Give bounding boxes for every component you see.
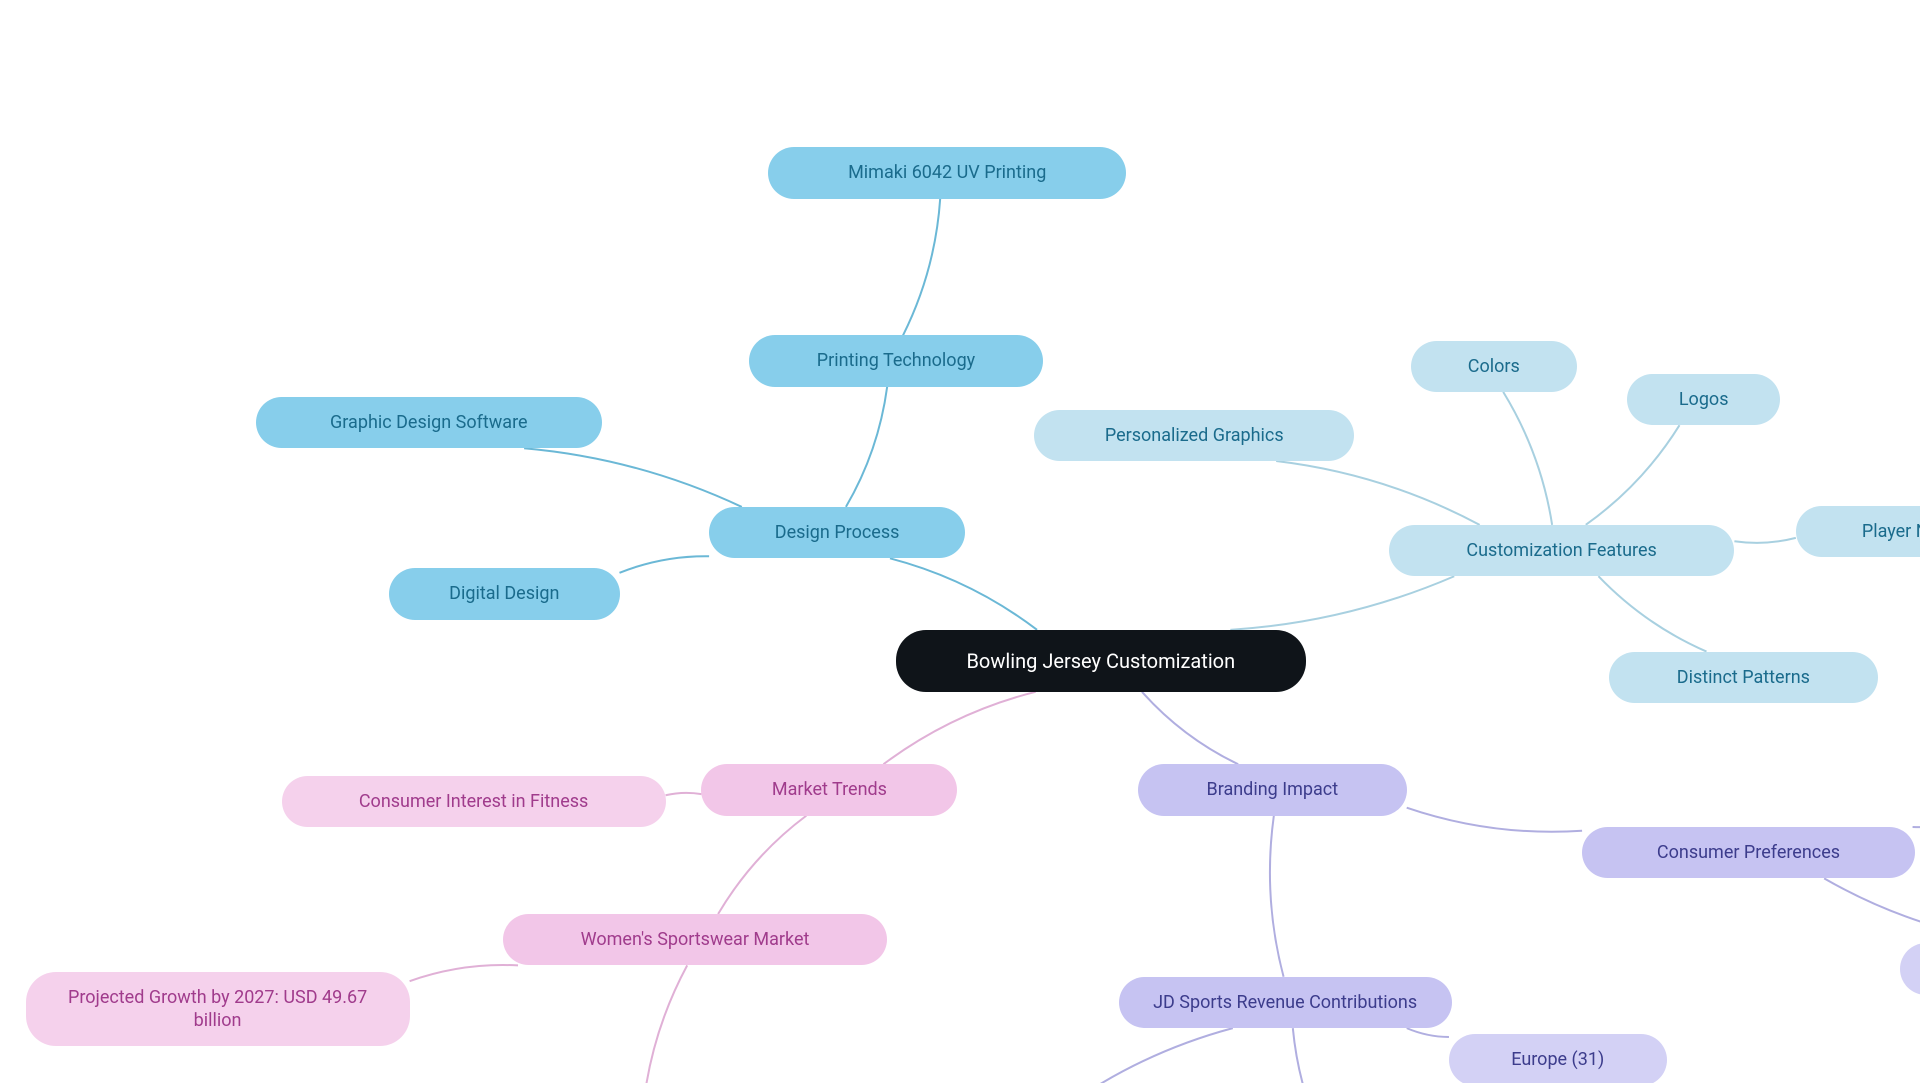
edge-design-dd [620,556,710,573]
edge-cpref-endors [1824,878,1920,943]
node-cpref: Consumer Preferences [1582,827,1915,878]
edge-jdrev-eu [1407,1028,1449,1037]
node-gds: Graphic Design Software [256,397,602,448]
edge-design-print [846,387,887,507]
edge-root-custf [1230,576,1454,630]
edge-mtrend-cif [666,793,702,795]
edge-jdrev-uk [1051,1028,1233,1083]
node-brand: Branding Impact [1138,764,1407,815]
edge-design-gds [524,448,742,507]
edge-print-mimaki [903,199,940,336]
node-colors: Colors [1411,341,1577,392]
node-pnames: Player Names [1796,506,1920,557]
edge-custf-pnames [1734,538,1795,543]
node-jdrev: JD Sports Revenue Contributions [1119,977,1452,1028]
edge-mtrend-wsm [718,816,806,914]
node-root: Bowling Jersey Customization [896,630,1306,692]
node-dpat: Distinct Patterns [1609,652,1878,703]
edge-custf-colors [1503,392,1552,525]
edge-jdrev-na [1293,1028,1331,1083]
edge-wsm-msize [643,965,687,1083]
edge-custf-logos [1586,425,1680,525]
edge-custf-dpat [1598,576,1706,651]
node-proj: Projected Growth by 2027: USD 49.67 bill… [26,972,410,1047]
edge-root-brand [1142,692,1238,764]
edge-custf-pg [1276,461,1479,525]
node-eu: Europe (31) [1449,1034,1667,1083]
node-endors: Endorsements from Athletes [1900,943,1920,994]
node-mtrend: Market Trends [701,764,957,815]
node-pg: Personalized Graphics [1034,410,1354,461]
node-dd: Digital Design [389,568,619,619]
edge-root-design [890,558,1037,630]
edge-brand-jdrev [1270,816,1284,977]
edge-root-mtrend [883,692,1035,764]
node-wsm: Women's Sportswear Market [503,914,887,965]
node-custf: Customization Features [1389,525,1735,576]
node-cif: Consumer Interest in Fitness [282,776,666,827]
node-print: Printing Technology [749,335,1043,386]
node-logos: Logos [1627,374,1781,425]
edge-cpref-brrec [1913,816,1920,828]
node-design: Design Process [709,507,965,558]
edge-wsm-proj [410,965,518,981]
node-mimaki: Mimaki 6042 UV Printing [768,147,1126,198]
edge-brand-cpref [1407,808,1582,832]
